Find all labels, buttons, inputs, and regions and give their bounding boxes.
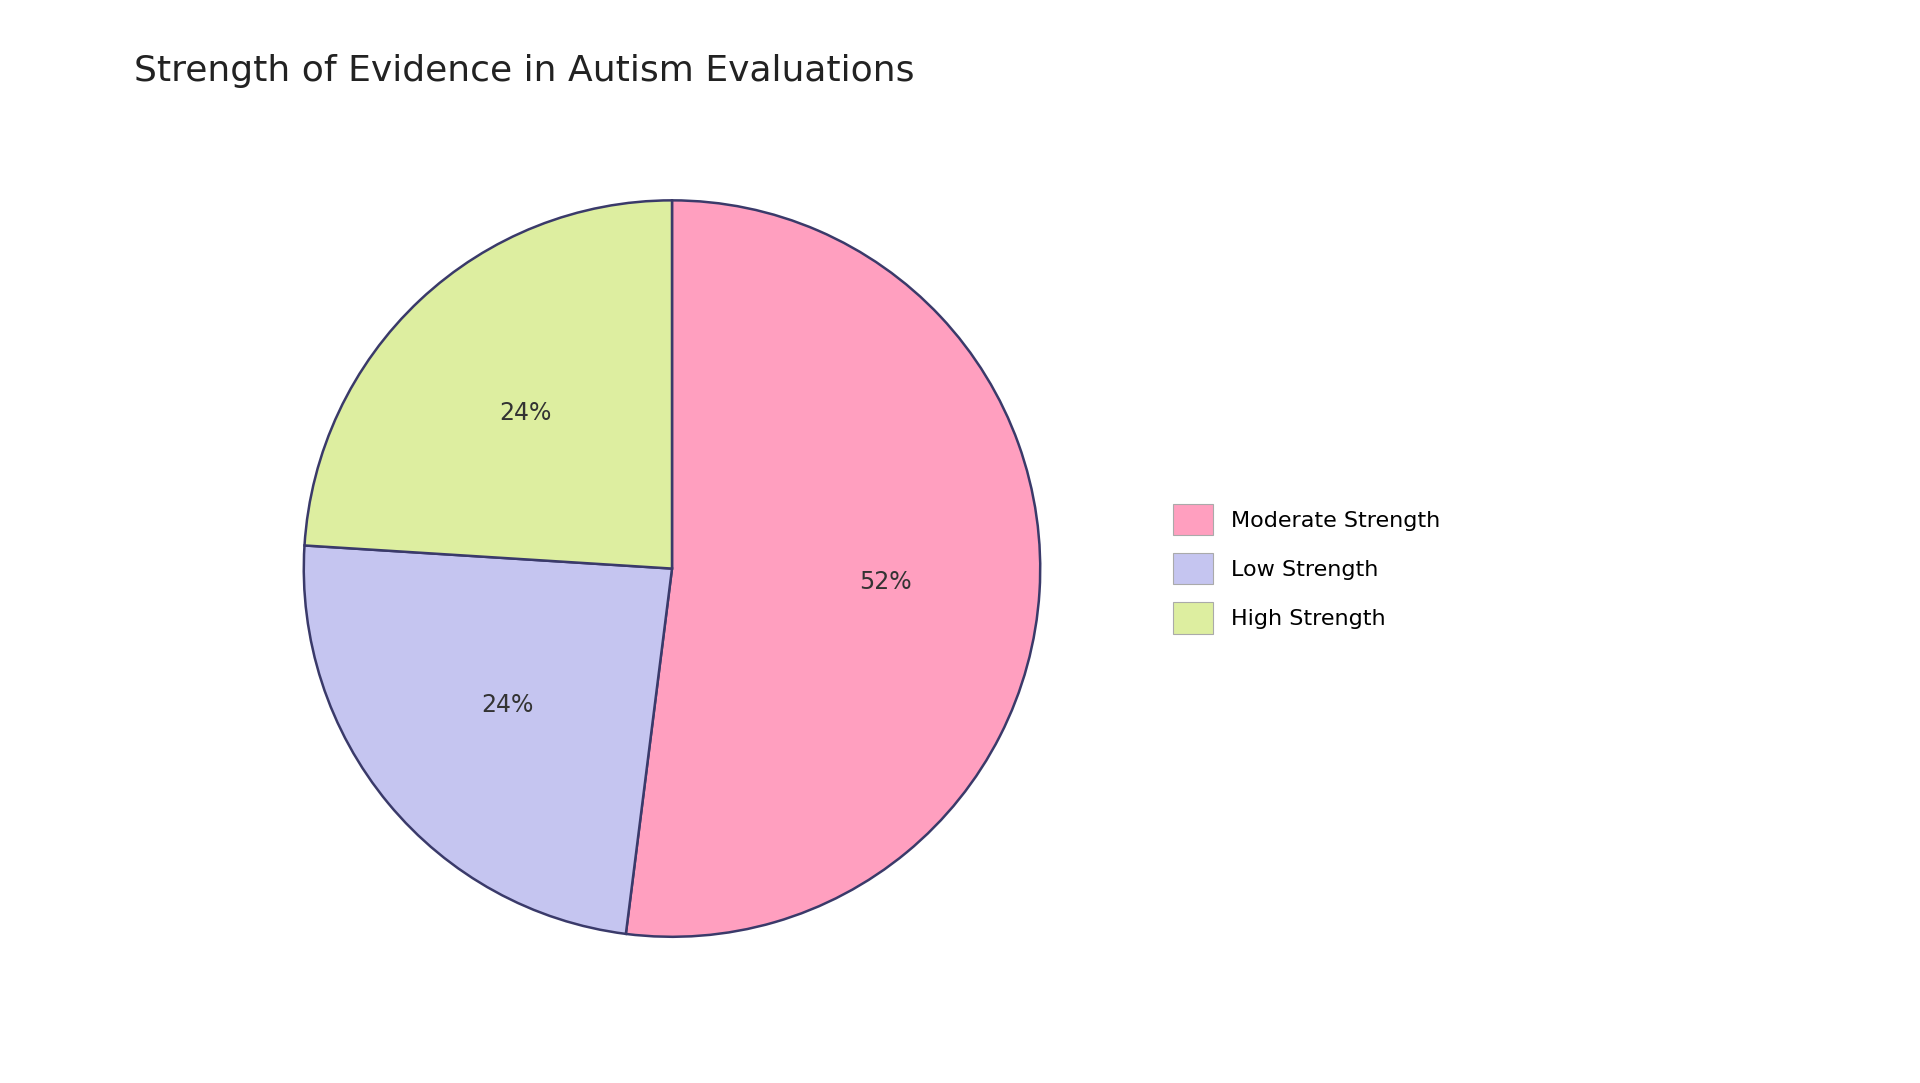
Wedge shape — [305, 200, 672, 569]
Text: 52%: 52% — [858, 570, 912, 593]
Legend: Moderate Strength, Low Strength, High Strength: Moderate Strength, Low Strength, High St… — [1162, 493, 1452, 644]
Text: 24%: 24% — [499, 401, 551, 425]
Wedge shape — [303, 546, 672, 934]
Text: Strength of Evidence in Autism Evaluations: Strength of Evidence in Autism Evaluatio… — [134, 54, 916, 88]
Text: 24%: 24% — [482, 693, 534, 717]
Wedge shape — [626, 200, 1041, 937]
